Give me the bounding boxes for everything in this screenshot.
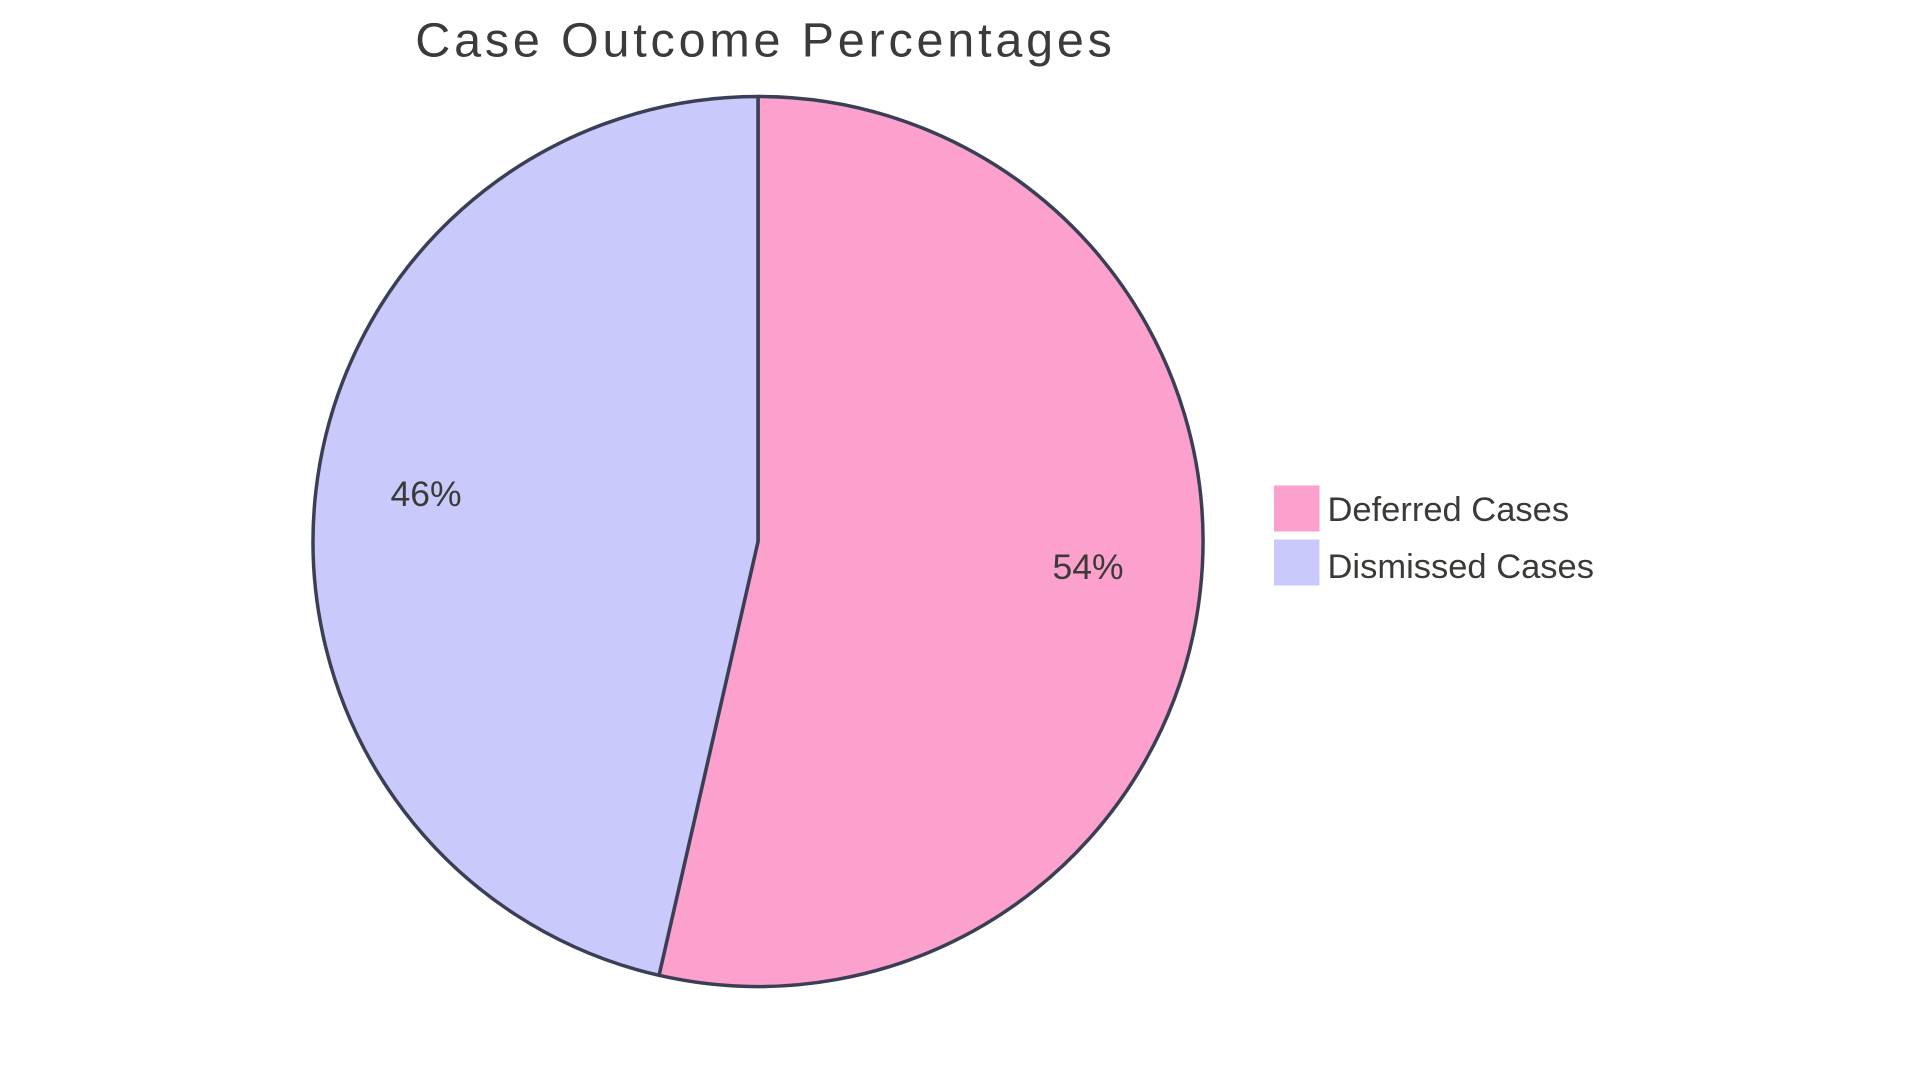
svg-text:54%: 54% [1052, 547, 1123, 587]
svg-text:46%: 46% [390, 474, 461, 514]
svg-text:Case Outcome Percentages: Case Outcome Percentages [415, 14, 1115, 68]
svg-text:Dismissed Cases: Dismissed Cases [1328, 548, 1594, 586]
svg-text:Deferred Cases: Deferred Cases [1328, 491, 1570, 529]
